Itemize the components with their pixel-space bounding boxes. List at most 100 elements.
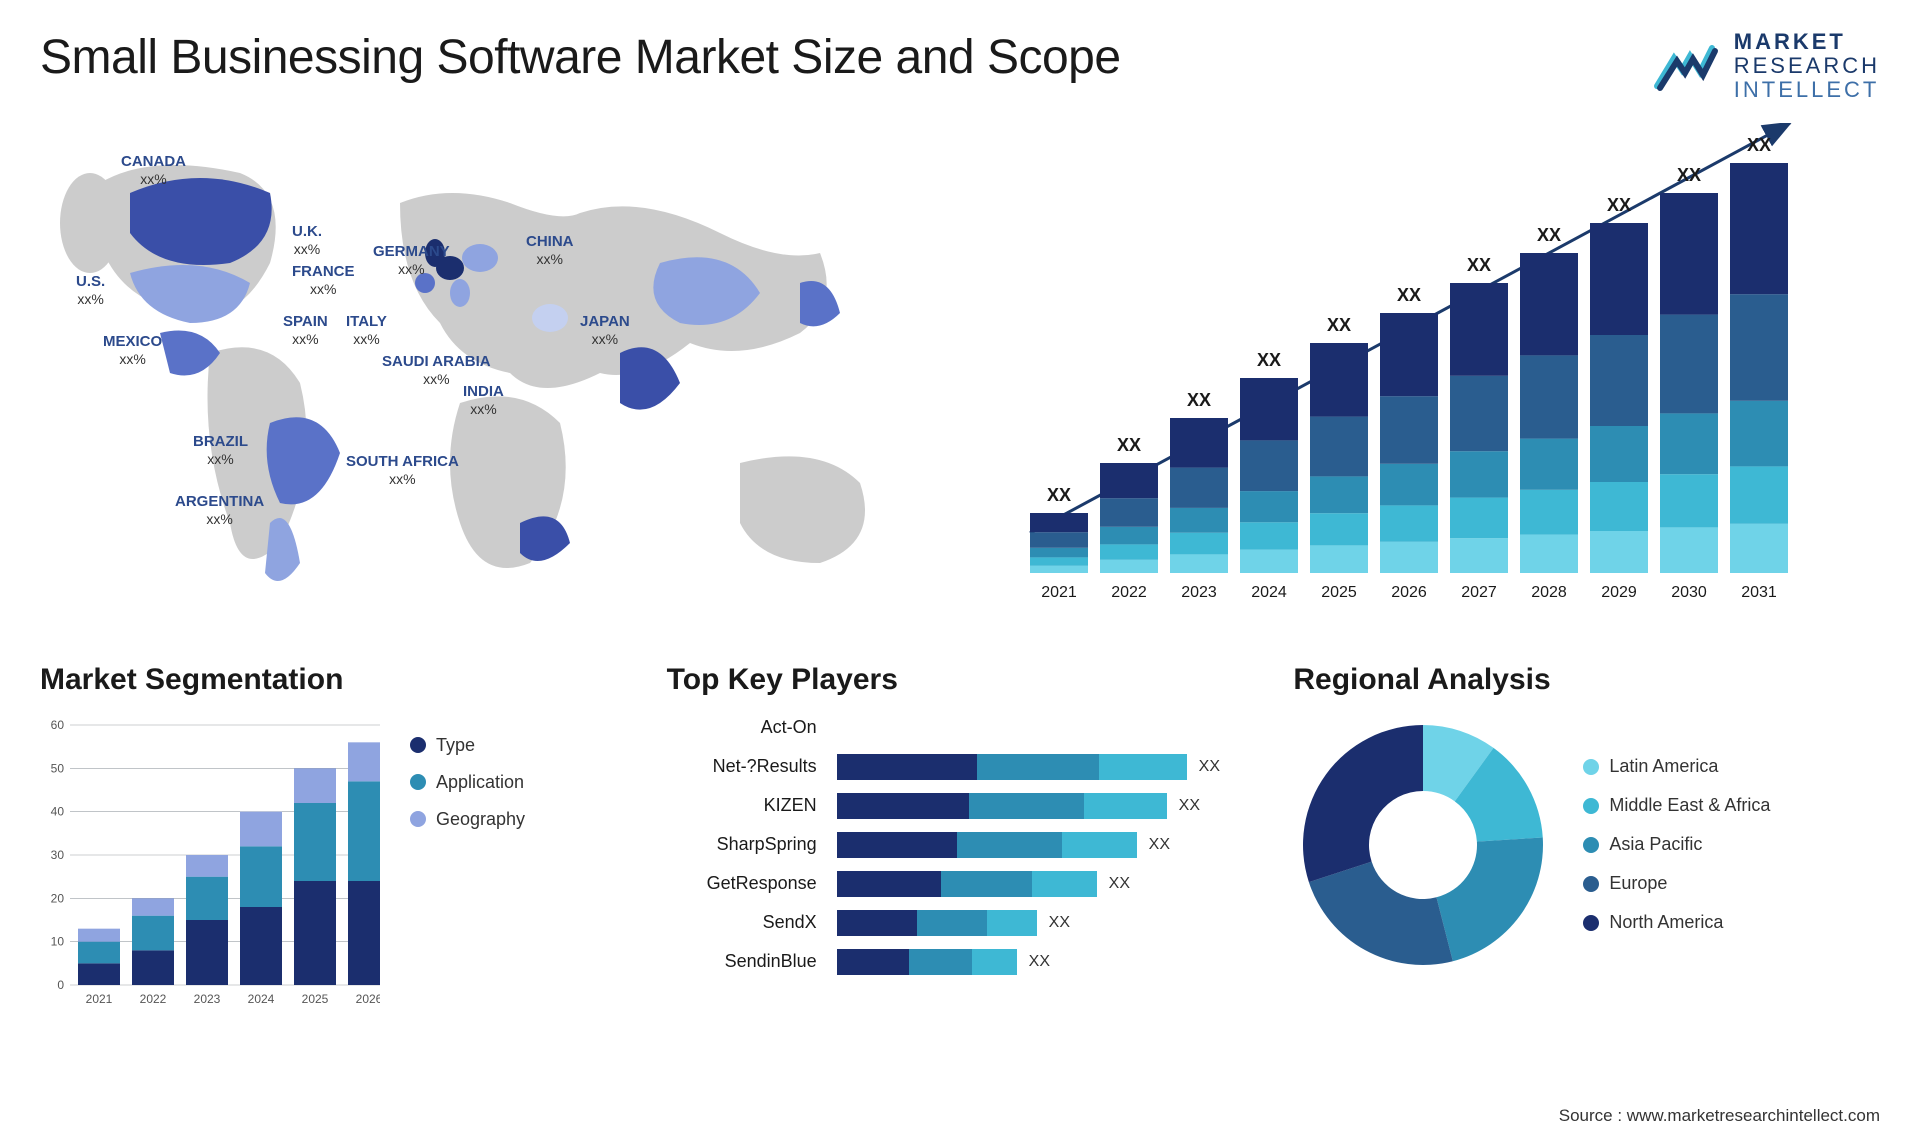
player-bar-segment <box>837 871 941 897</box>
svg-text:40: 40 <box>51 804 65 818</box>
growth-chart-svg: XX2021XX2022XX2023XX2024XX2025XX2026XX20… <box>980 123 1880 623</box>
growth-bar-label: XX <box>1327 315 1351 335</box>
growth-bar-segment <box>1520 534 1578 572</box>
legend-item: Type <box>410 735 525 756</box>
growth-bar-segment <box>1240 491 1298 522</box>
segmentation-legend: Type Application Geography <box>410 715 525 1015</box>
growth-bar-segment <box>1730 523 1788 572</box>
player-row: XX <box>837 871 1254 897</box>
donut-svg <box>1293 715 1553 975</box>
players-labels: Act-OnNet-?ResultsKIZENSharpSpringGetRes… <box>667 715 817 975</box>
seg-bar-segment <box>78 963 120 985</box>
logo-line2: RESEARCH <box>1734 54 1880 78</box>
page-title: Small Businessing Software Market Size a… <box>40 30 1121 85</box>
growth-bar-segment <box>1170 554 1228 573</box>
growth-year-label: 2023 <box>1181 584 1217 601</box>
growth-year-label: 2028 <box>1531 584 1567 601</box>
svg-text:60: 60 <box>51 718 65 732</box>
player-value: XX <box>1029 953 1050 971</box>
growth-bar-label: XX <box>1397 285 1421 305</box>
svg-text:2023: 2023 <box>194 992 221 1006</box>
growth-bar-segment <box>1170 532 1228 554</box>
player-bar-segment <box>987 910 1037 936</box>
growth-bar-segment <box>1520 489 1578 534</box>
player-name: GetResponse <box>707 871 817 897</box>
growth-year-label: 2027 <box>1461 584 1497 601</box>
country-label: SPAINxx% <box>283 313 328 349</box>
growth-year-label: 2026 <box>1391 584 1427 601</box>
growth-bar-segment <box>1310 416 1368 476</box>
growth-bar-segment <box>1240 440 1298 491</box>
segmentation-title: Market Segmentation <box>40 663 627 697</box>
player-bar-segment <box>1099 754 1187 780</box>
growth-bar-segment <box>1310 476 1368 513</box>
svg-text:2025: 2025 <box>302 992 329 1006</box>
growth-bar-label: XX <box>1677 165 1701 185</box>
growth-bar-label: XX <box>1537 225 1561 245</box>
svg-text:2024: 2024 <box>248 992 275 1006</box>
growth-bar-label: XX <box>1467 255 1491 275</box>
country-label: ITALYxx% <box>346 313 387 349</box>
player-bar-segment <box>837 793 969 819</box>
growth-bar-segment <box>1520 438 1578 489</box>
svg-text:2021: 2021 <box>86 992 113 1006</box>
player-bar-segment <box>837 949 909 975</box>
regional-title: Regional Analysis <box>1293 663 1880 697</box>
legend-item: Application <box>410 772 525 793</box>
growth-bar-segment <box>1450 497 1508 538</box>
source-attribution: Source : www.marketresearchintellect.com <box>1559 1106 1880 1126</box>
country-label: BRAZILxx% <box>193 433 248 469</box>
world-map: CANADAxx%U.S.xx%MEXICOxx%BRAZILxx%ARGENT… <box>40 123 940 623</box>
growth-bar-segment <box>1730 294 1788 401</box>
player-bar-segment <box>941 871 1032 897</box>
seg-bar-segment <box>294 768 336 803</box>
growth-bar-segment <box>1030 565 1088 572</box>
growth-bar-segment <box>1380 313 1438 396</box>
growth-bar-segment <box>1380 463 1438 505</box>
growth-bar-segment <box>1730 466 1788 523</box>
seg-bar-segment <box>186 876 228 919</box>
growth-bar-segment <box>1240 549 1298 572</box>
player-bar-segment <box>977 754 1100 780</box>
growth-bar-segment <box>1660 314 1718 413</box>
growth-bar-segment <box>1520 355 1578 438</box>
player-bar-segment <box>909 949 972 975</box>
country-label: CHINAxx% <box>526 233 574 269</box>
player-row: XX <box>837 754 1254 780</box>
segmentation-chart: 0102030405060202120222023202420252026 <box>40 715 380 1015</box>
svg-text:20: 20 <box>51 891 65 905</box>
seg-bar-segment <box>240 846 282 907</box>
player-name: SharpSpring <box>717 832 817 858</box>
country-label: GERMANYxx% <box>373 243 450 279</box>
growth-year-label: 2030 <box>1671 584 1707 601</box>
regional-legend: Latin AmericaMiddle East & AfricaAsia Pa… <box>1583 756 1770 933</box>
country-label: SOUTH AFRICAxx% <box>346 453 459 489</box>
player-row: XX <box>837 793 1254 819</box>
player-row: XX <box>837 910 1254 936</box>
growth-bar-segment <box>1660 193 1718 315</box>
growth-bar-segment <box>1730 163 1788 294</box>
segmentation-panel: Market Segmentation 01020304050602021202… <box>40 663 627 1015</box>
logo-icon <box>1652 36 1722 96</box>
legend-item: Latin America <box>1583 756 1770 777</box>
country-label: MEXICOxx% <box>103 333 162 369</box>
growth-bar-segment <box>1380 396 1438 464</box>
seg-bar-segment <box>348 742 380 781</box>
player-name: SendX <box>763 910 817 936</box>
growth-bar-segment <box>1030 513 1088 532</box>
growth-bar-segment <box>1380 505 1438 541</box>
logo: MARKET RESEARCH INTELLECT <box>1652 30 1880 103</box>
growth-bar-segment <box>1100 544 1158 559</box>
growth-year-label: 2029 <box>1601 584 1637 601</box>
growth-bar-label: XX <box>1047 485 1071 505</box>
player-bar-segment <box>1032 871 1097 897</box>
country-label: CANADAxx% <box>121 153 186 189</box>
player-bar-segment <box>837 832 957 858</box>
growth-chart: XX2021XX2022XX2023XX2024XX2025XX2026XX20… <box>980 123 1880 623</box>
player-row: XX <box>837 949 1254 975</box>
growth-bar-segment <box>1170 507 1228 532</box>
legend-item: Geography <box>410 809 525 830</box>
country-label: U.K.xx% <box>292 223 322 259</box>
seg-bar-segment <box>240 907 282 985</box>
player-bar-segment <box>837 910 917 936</box>
